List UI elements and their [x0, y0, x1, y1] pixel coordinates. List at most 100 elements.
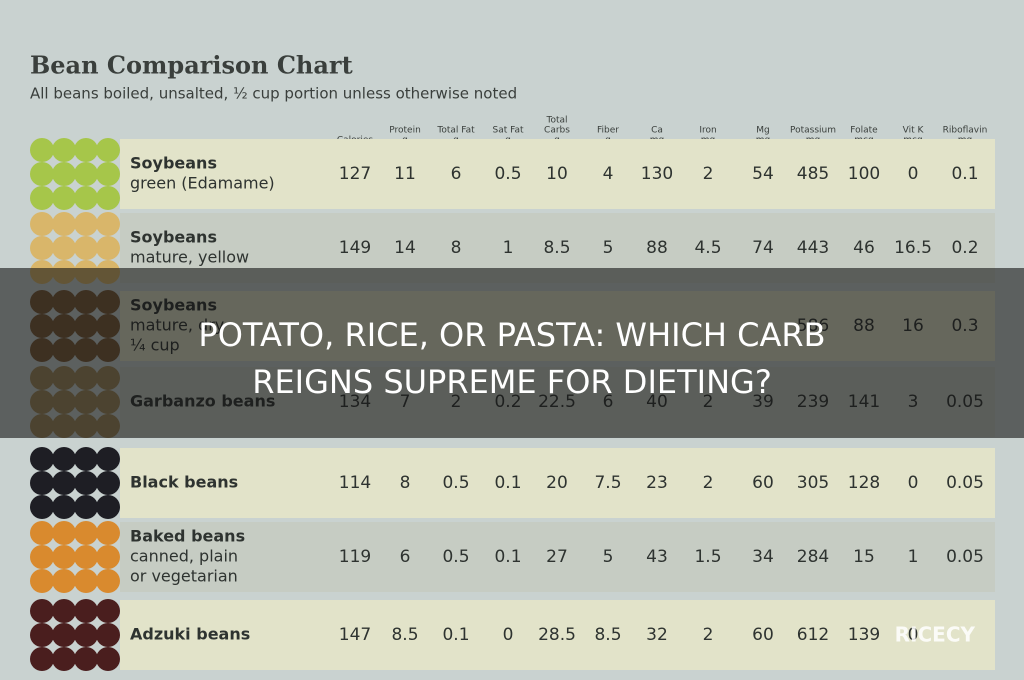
bean-photo [96, 236, 120, 260]
cell-value: 8.5 [391, 625, 418, 645]
bean-photo [96, 569, 120, 593]
bean-photo [74, 138, 98, 162]
bean-name: Soybeans [130, 228, 217, 247]
bean-photo [52, 521, 76, 545]
column-header: Sat Fat [492, 126, 523, 136]
cell-value: 34 [752, 547, 774, 567]
bean-photo [30, 447, 54, 471]
cell-value: 139 [848, 625, 880, 645]
bean-photo [74, 471, 98, 495]
bean-photo [74, 569, 98, 593]
bean-photo [30, 647, 54, 671]
cell-value: 60 [752, 473, 774, 493]
bean-photo [96, 447, 120, 471]
bean-photo [52, 623, 76, 647]
bean-name: Adzuki beans [130, 625, 250, 644]
cell-value: 10 [546, 164, 568, 184]
cell-value: 2 [703, 473, 714, 493]
cell-value: 7.5 [594, 473, 621, 493]
cell-value: 43 [646, 547, 668, 567]
bean-photo [30, 545, 54, 569]
cell-value: 1 [503, 238, 514, 258]
cell-value: 0.1 [494, 547, 521, 567]
cell-value: 32 [646, 625, 668, 645]
overlay-title: REIGNS SUPREME FOR DIETING? [252, 363, 772, 401]
cell-value: 0.1 [442, 625, 469, 645]
cell-value: 8.5 [594, 625, 621, 645]
bean-photo [30, 162, 54, 186]
bean-photo [52, 599, 76, 623]
cell-value: 23 [646, 473, 668, 493]
bean-photo [30, 623, 54, 647]
cell-value: 15 [853, 547, 875, 567]
cell-value: 128 [848, 473, 880, 493]
cell-value: 8 [400, 473, 411, 493]
bean-photo [74, 545, 98, 569]
cell-value: 0.5 [494, 164, 521, 184]
bean-photo [96, 545, 120, 569]
cell-value: 0 [908, 625, 919, 645]
bean-photo [74, 647, 98, 671]
cell-value: 4 [603, 164, 614, 184]
column-header: Riboflavin [943, 126, 988, 136]
cell-value: 0.2 [951, 238, 978, 258]
cell-value: 0 [503, 625, 514, 645]
bean-photo [30, 569, 54, 593]
cell-value: 1.5 [694, 547, 721, 567]
cell-value: 1 [908, 547, 919, 567]
bean-photo [30, 521, 54, 545]
cell-value: 100 [848, 164, 880, 184]
bean-photo [30, 138, 54, 162]
cell-value: 0 [908, 164, 919, 184]
cell-value: 127 [339, 164, 371, 184]
bean-detail: or vegetarian [130, 567, 238, 586]
cell-value: 305 [797, 473, 829, 493]
cell-value: 74 [752, 238, 774, 258]
bean-photo [74, 521, 98, 545]
row-background [120, 522, 995, 592]
column-header: Mg [756, 126, 769, 136]
cell-value: 8 [451, 238, 462, 258]
cell-value: 0.05 [946, 547, 984, 567]
bean-photo [52, 138, 76, 162]
bean-photo [52, 569, 76, 593]
cell-value: 28.5 [538, 625, 576, 645]
bean-photo [52, 545, 76, 569]
cell-value: 130 [641, 164, 673, 184]
bean-detail: canned, plain [130, 547, 238, 566]
cell-value: 6 [451, 164, 462, 184]
bean-photo [30, 471, 54, 495]
bean-photo [52, 647, 76, 671]
cell-value: 0 [908, 473, 919, 493]
cell-value: 485 [797, 164, 829, 184]
cell-value: 0.05 [946, 473, 984, 493]
cell-value: 0.5 [442, 473, 469, 493]
cell-value: 20 [546, 473, 568, 493]
bean-name: Baked beans [130, 527, 245, 546]
bean-photo [96, 162, 120, 186]
overlay-title: POTATO, RICE, OR PASTA: WHICH CARB [198, 316, 825, 354]
cell-value: 2 [703, 164, 714, 184]
bean-name: Black beans [130, 473, 238, 492]
bean-photo [30, 212, 54, 236]
cell-value: 46 [853, 238, 875, 258]
bean-photo [96, 186, 120, 210]
cell-value: 147 [339, 625, 371, 645]
row-background [120, 448, 995, 518]
cell-value: 27 [546, 547, 568, 567]
bean-photo [52, 471, 76, 495]
cell-value: 88 [646, 238, 668, 258]
bean-photo [74, 495, 98, 519]
cell-value: 443 [797, 238, 829, 258]
bean-photo [30, 495, 54, 519]
bean-photo [96, 212, 120, 236]
cell-value: 60 [752, 625, 774, 645]
column-header: Protein [389, 126, 421, 136]
cell-value: 284 [797, 547, 829, 567]
bean-photo [52, 162, 76, 186]
bean-photo [52, 236, 76, 260]
bean-photo [52, 495, 76, 519]
cell-value: 5 [603, 547, 614, 567]
cell-value: 4.5 [694, 238, 721, 258]
column-header: Fiber [597, 126, 619, 136]
